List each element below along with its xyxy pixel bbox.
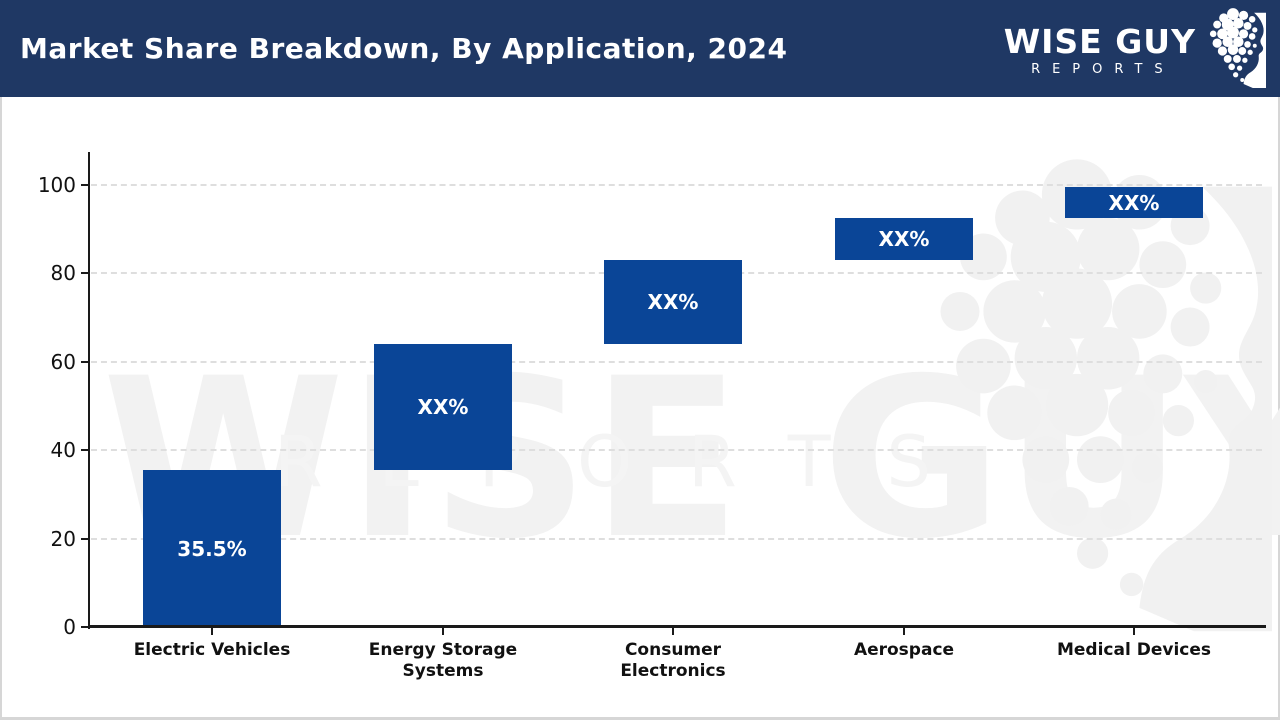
y-tick-mark-60 [81, 360, 89, 363]
x-tick-label-3: Aerospace [853, 640, 955, 660]
logo-wordmark: WISE GUY [1003, 21, 1196, 61]
gridline-100 [91, 184, 1262, 186]
x-tick-mark-0 [211, 628, 213, 635]
logo-text: WISE GUY REPORTS [1003, 21, 1196, 77]
bar-energy-storage-systems: XX% [374, 344, 512, 471]
bar-consumer-electronics: XX% [604, 260, 742, 345]
y-tick-label-80: 80 [50, 261, 76, 286]
bar-electric-vehicles: 35.5% [143, 470, 281, 627]
x-tick-label-4: Medical Devices [1056, 640, 1211, 660]
x-tick-label-0: Electric Vehicles [133, 640, 291, 660]
x-tick-mark-4 [1133, 628, 1135, 635]
bar-value-label: XX% [878, 227, 930, 252]
dotted-face-icon [1209, 8, 1266, 88]
wise-guy-logo: WISE GUY REPORTS [1004, 8, 1266, 92]
x-tick-mark-3 [903, 628, 905, 635]
gridline-60 [91, 360, 1262, 363]
gridline-40 [91, 449, 1262, 452]
y-axis-line [88, 152, 90, 629]
bar-medical-devices: XX% [1065, 187, 1203, 219]
y-tick-mark-80 [81, 272, 89, 275]
x-tick-label-1: Energy Storage Systems [368, 640, 518, 681]
bar-value-label: XX% [1108, 190, 1160, 215]
y-tick-label-40: 40 [50, 438, 76, 463]
y-tick-mark-20 [81, 537, 89, 540]
bar-value-label: 35.5% [177, 536, 247, 561]
page-title: Market Share Breakdown, By Application, … [20, 32, 788, 65]
y-tick-mark-40 [81, 449, 89, 452]
y-tick-label-60: 60 [50, 349, 76, 374]
y-tick-label-20: 20 [50, 526, 76, 551]
bar-value-label: XX% [417, 395, 469, 420]
x-tick-mark-1 [442, 628, 444, 635]
y-tick-label-100: 100 [37, 173, 76, 197]
chart-area: WISE GUY REPORTS 0 20 40 60 80 100 35.5% XX% XX%… [0, 97, 1280, 720]
x-tick-label-2: Consumer Electronics [620, 640, 726, 681]
y-tick-mark-0 [81, 626, 89, 628]
header-bar: Market Share Breakdown, By Application, … [0, 0, 1280, 97]
y-tick-mark-100 [81, 184, 89, 186]
bar-aerospace: XX% [835, 218, 973, 261]
y-tick-label-0: 0 [63, 615, 76, 639]
bar-value-label: XX% [647, 290, 699, 315]
x-axis-line [88, 625, 1266, 628]
logo-subtitle: REPORTS [1031, 61, 1175, 77]
gridline-20 [91, 537, 1262, 540]
x-tick-mark-2 [672, 628, 674, 635]
